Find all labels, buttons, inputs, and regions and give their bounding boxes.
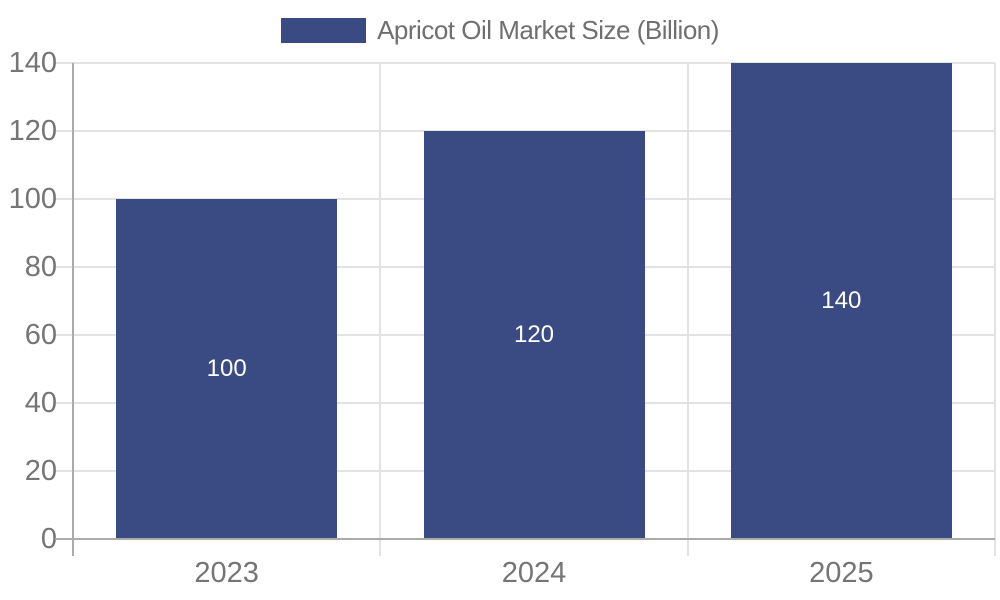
y-axis-line: [72, 63, 74, 556]
x-gridline: [994, 63, 996, 556]
bar-2023[interactable]: [116, 199, 338, 539]
y-tick-label: 20: [24, 455, 57, 487]
legend[interactable]: Apricot Oil Market Size (Billion): [0, 12, 1000, 48]
y-tick-label: 40: [24, 387, 57, 419]
y-tick-label: 140: [8, 47, 57, 79]
x-gridline: [686, 63, 689, 556]
y-tick-label: 120: [8, 115, 57, 147]
legend-swatch: [281, 17, 367, 43]
x-tick-label: 2025: [809, 557, 874, 589]
x-tick-label: 2023: [194, 557, 259, 589]
y-tick-label: 0: [40, 523, 57, 555]
x-gridline: [379, 63, 382, 556]
y-tick-label: 60: [24, 319, 57, 351]
bar-2025[interactable]: [730, 63, 952, 539]
y-tick-label: 80: [24, 251, 57, 283]
legend-label: Apricot Oil Market Size (Billion): [377, 14, 719, 45]
bar-2024[interactable]: [423, 131, 645, 539]
y-tick-label: 100: [8, 183, 57, 215]
x-tick-label: 2024: [501, 557, 567, 589]
